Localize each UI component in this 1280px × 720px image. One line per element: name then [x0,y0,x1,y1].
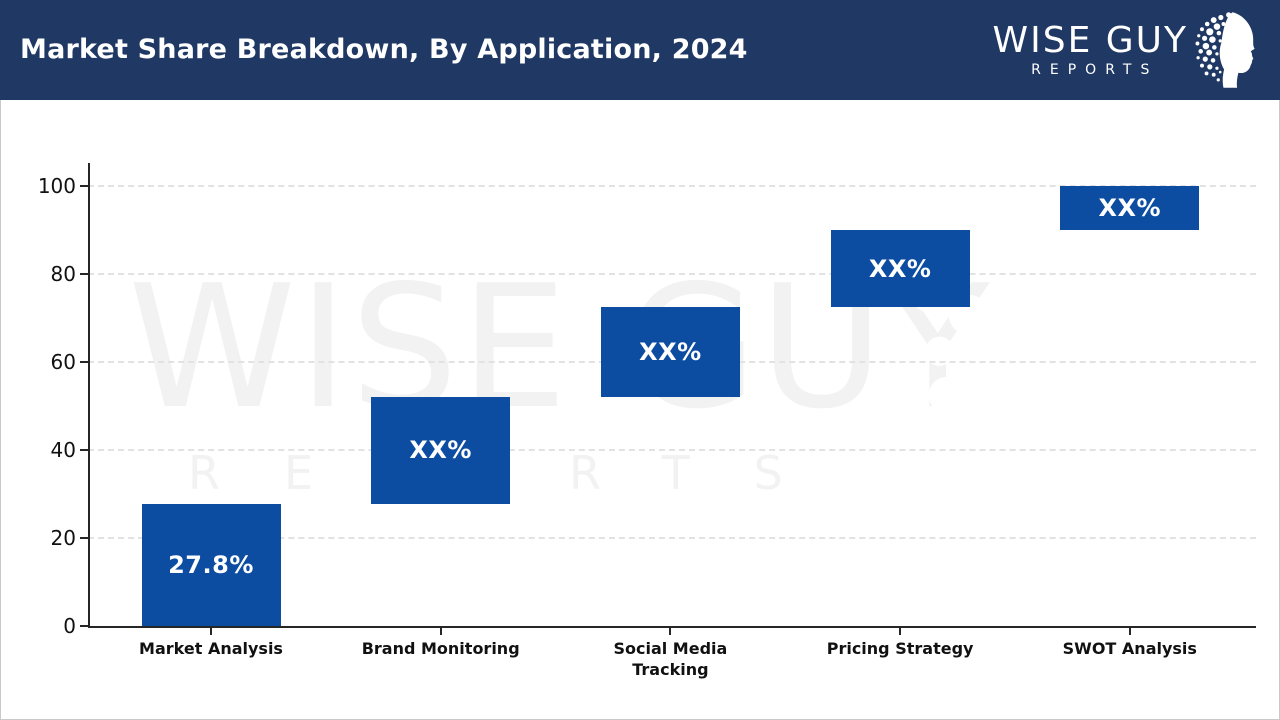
page-title: Market Share Breakdown, By Application, … [20,34,748,65]
x-category-label: SWOT Analysis [1062,639,1197,658]
brand-logo: WISE GUY REPORTS [993,6,1265,94]
bar-value-label: XX% [1098,194,1162,222]
y-tick-label: 80 [50,262,76,286]
y-tick-mark [80,625,88,627]
x-category-label: Pricing Strategy [826,639,974,658]
y-gridline [88,537,1256,539]
y-tick-label: 20 [50,526,76,550]
logo-wordmark: WISE GUY [992,20,1188,62]
brand-logo-text: WISE GUY REPORTS [993,22,1189,78]
bar-segment: XX% [371,397,511,504]
bar-segment: XX% [1060,186,1200,230]
x-tick-mark [439,628,442,635]
x-tick-mark [669,628,672,635]
x-tick-mark [210,628,212,635]
y-gridline [88,185,1256,187]
y-axis-spine [88,163,90,628]
x-axis-spine [88,626,1256,628]
y-tick-label: 40 [50,438,76,462]
header: Market Share Breakdown, By Application, … [0,0,1280,100]
y-tick-label: 0 [63,614,76,638]
bar-value-label: 27.8% [168,550,254,579]
y-tick-mark [80,185,88,187]
bar-segment: 27.8% [141,503,281,626]
bar-value-label: XX% [639,338,702,367]
y-tick-mark [80,361,88,363]
x-category-label: Brand Monitoring [361,639,520,658]
x-category-label: Market Analysis [139,639,283,658]
x-category-label: Social Media Tracking [613,639,728,679]
y-tick-mark [80,449,88,451]
y-tick-mark [80,537,88,539]
y-tick-mark [80,273,88,275]
bar-value-label: XX% [409,436,472,465]
bar-segment: XX% [600,307,740,398]
face-logo-icon [1195,12,1255,88]
y-gridline [88,449,1256,451]
x-tick-mark [1128,628,1131,635]
bar-value-label: XX% [868,254,932,283]
bar-segment: XX% [830,230,970,307]
y-gridline [88,273,1256,275]
x-tick-mark [899,628,902,635]
watermark-subtext: REPORTS [188,446,847,500]
y-tick-label: 100 [37,174,76,198]
y-tick-label: 60 [50,350,76,374]
logo-subtext: REPORTS [1031,61,1159,78]
